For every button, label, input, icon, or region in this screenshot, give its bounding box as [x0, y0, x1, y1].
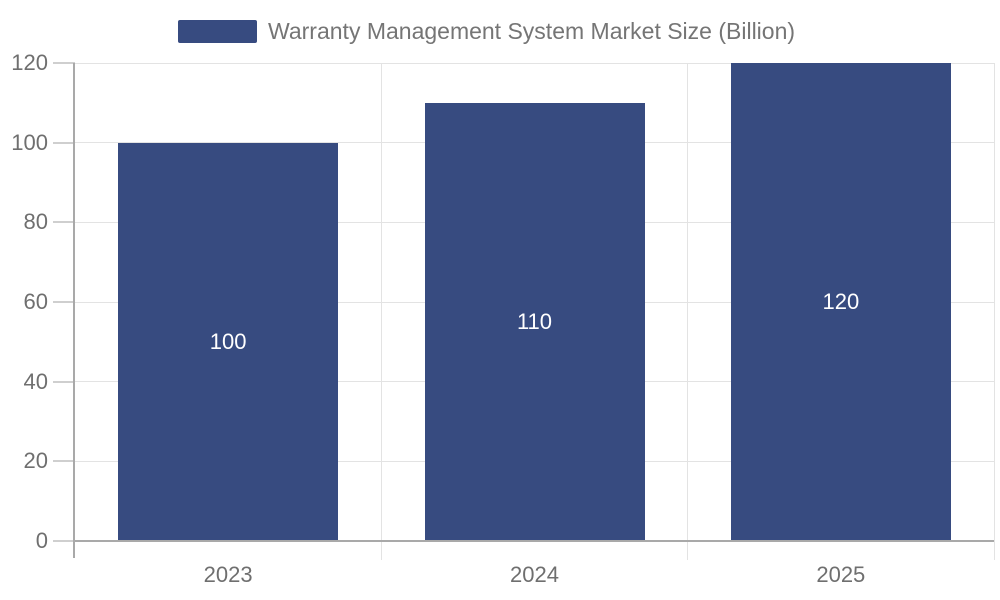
x-tick-label: 2024 [510, 562, 559, 587]
y-axis-tick [53, 221, 75, 224]
x-axis-line [75, 540, 994, 542]
y-axis-tick [53, 380, 75, 383]
y-tick-label: 20 [23, 448, 48, 474]
bar-value-label: 100 [209, 328, 247, 354]
x-gridline [380, 63, 382, 560]
bar [424, 102, 645, 541]
bar [730, 63, 951, 541]
bar-value-label: 120 [822, 289, 860, 314]
x-tick-label: 2025 [816, 562, 866, 587]
y-tick-label: 60 [23, 289, 48, 314]
bar-value-label: 110 [516, 308, 553, 334]
y-axis-tick [53, 62, 75, 64]
y-axis-tick [53, 141, 75, 144]
y-axis-tick [53, 460, 75, 463]
y-tick-label: 40 [23, 368, 48, 394]
x-tick-label: 2023 [203, 562, 253, 587]
y-axis-tick [53, 540, 75, 542]
legend[interactable]: Warranty Management System Market Size (… [0, 0, 1000, 50]
legend-swatch [178, 20, 257, 43]
y-tick-label: 100 [11, 129, 48, 155]
y-tick-label: 120 [11, 50, 48, 75]
x-gridline [687, 63, 689, 560]
y-tick-label: 80 [23, 209, 48, 235]
y-gridline [75, 62, 994, 64]
bar [118, 142, 339, 541]
y-axis-line [73, 63, 75, 558]
y-axis-tick [53, 301, 75, 303]
x-gridline [993, 63, 995, 560]
y-tick-label: 0 [35, 528, 48, 553]
legend-label: Warranty Management System Market Size (… [268, 18, 796, 44]
